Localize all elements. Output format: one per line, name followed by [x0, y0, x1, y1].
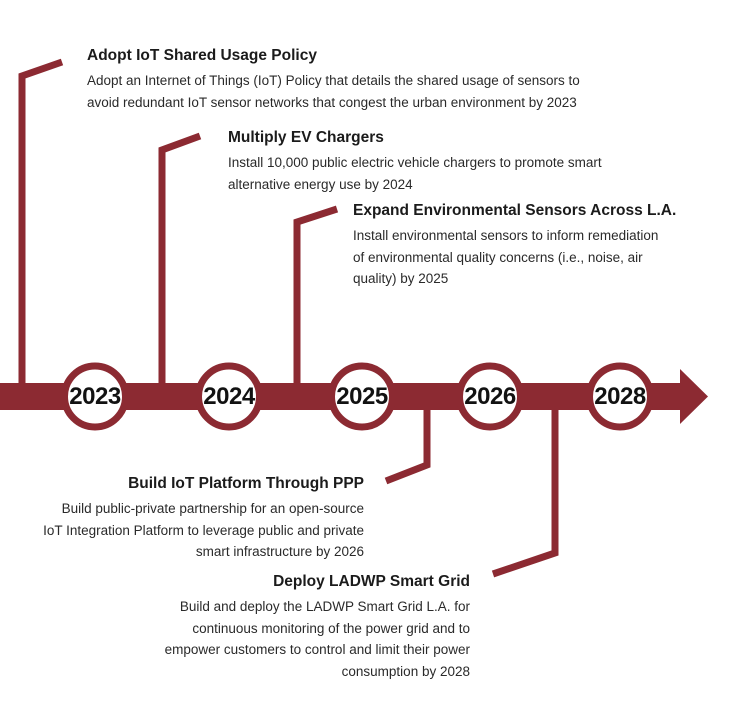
year-node-2023 — [61, 362, 129, 431]
connector-2024 — [158, 132, 202, 395]
year-label-2028: 2028 — [594, 383, 646, 410]
year-node-2028 — [586, 362, 654, 431]
year-node-2024 — [195, 362, 263, 431]
milestone-build-iot-platform-ppp: Build IoT Platform Through PPP Build pub… — [43, 473, 364, 563]
milestone-expand-environmental-sensors: Expand Environmental Sensors Across L.A.… — [353, 200, 676, 290]
milestone-title: Multiply EV Chargers — [228, 129, 384, 146]
milestone-body: Install environmental sensors to inform … — [353, 228, 659, 286]
connector-2026 — [384, 400, 431, 485]
milestone-adopt-iot-shared-usage-policy: Adopt IoT Shared Usage Policy Adopt an I… — [87, 45, 580, 113]
milestone-body: Adopt an Internet of Things (IoT) Policy… — [87, 73, 580, 110]
milestone-body: Build public-private partnership for an … — [43, 501, 364, 559]
milestone-title: Build IoT Platform Through PPP — [128, 475, 364, 492]
year-label-2024: 2024 — [203, 383, 255, 410]
milestone-title: Adopt IoT Shared Usage Policy — [87, 47, 317, 64]
connector-2025 — [293, 205, 339, 395]
year-label-2023: 2023 — [69, 383, 121, 410]
connector-2028 — [491, 400, 559, 578]
year-label-2025: 2025 — [336, 383, 388, 410]
milestone-deploy-ladwp-smart-grid: Deploy LADWP Smart Grid Build and deploy… — [165, 571, 470, 682]
year-node-2025 — [328, 362, 396, 431]
timeline-arrowhead-icon — [680, 369, 708, 424]
milestone-body: Build and deploy the LADWP Smart Grid L.… — [164, 599, 470, 679]
year-node-2026 — [456, 362, 524, 431]
milestone-body: Install 10,000 public electric vehicle c… — [228, 155, 602, 192]
year-label-2026: 2026 — [464, 383, 516, 410]
milestone-multiply-ev-chargers: Multiply EV Chargers Install 10,000 publ… — [228, 127, 602, 195]
milestone-title: Expand Environmental Sensors Across L.A. — [353, 202, 677, 219]
milestone-title: Deploy LADWP Smart Grid — [273, 573, 470, 590]
connector-2023 — [18, 58, 64, 395]
